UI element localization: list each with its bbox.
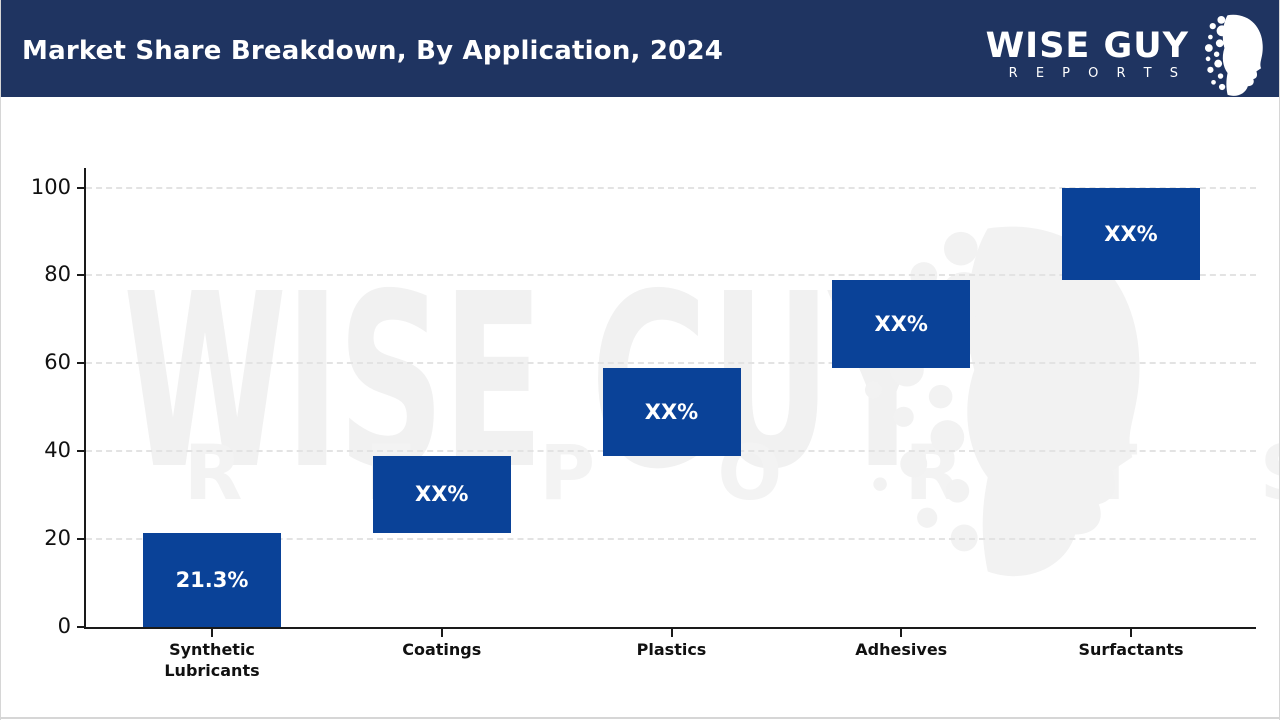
x-tick-label-1: Synthetic Lubricants bbox=[164, 640, 260, 680]
y-axis-tick bbox=[77, 538, 86, 541]
bar-value-label: XX% bbox=[874, 311, 928, 336]
y-axis-tick bbox=[77, 626, 86, 628]
bar-value-label: XX% bbox=[415, 482, 469, 507]
x-tick-label-4: Adhesives bbox=[855, 640, 948, 659]
x-tick-label-3: Plastics bbox=[636, 640, 707, 659]
y-tick-label: 0 bbox=[57, 614, 71, 638]
bar-value-label: XX% bbox=[1104, 221, 1158, 246]
bar-adhesives: XX% bbox=[832, 279, 971, 368]
y-axis-tick bbox=[77, 186, 86, 189]
gridline-y20 bbox=[86, 538, 1256, 541]
gridline-y80 bbox=[86, 274, 1256, 277]
x-axis-tick bbox=[670, 628, 673, 637]
y-axis-tick bbox=[77, 450, 86, 453]
page-title: Market Share Breakdown, By Application, … bbox=[22, 36, 724, 66]
y-axis-spine bbox=[84, 168, 86, 629]
y-tick-label: 40 bbox=[44, 438, 71, 463]
x-axis-tick bbox=[1130, 628, 1132, 637]
y-tick-label: 20 bbox=[44, 526, 71, 551]
bar-coatings: XX% bbox=[372, 455, 511, 534]
watermark-wordmark: WISE GUY bbox=[123, 242, 936, 522]
x-axis-tick bbox=[440, 628, 443, 637]
bar-value-label: XX% bbox=[644, 399, 699, 424]
gridline-y100 bbox=[86, 186, 1256, 189]
gridline-y60 bbox=[86, 362, 1256, 365]
y-tick-label: 100 bbox=[30, 174, 71, 199]
header-band: Market Share Breakdown, By Application, … bbox=[1, 0, 1279, 97]
bar-synthetic-lubricants: 21.3% bbox=[143, 533, 281, 627]
frame-border bbox=[1, 717, 1279, 719]
bar-value-label: 21.3% bbox=[175, 568, 249, 593]
x-axis-tick bbox=[900, 628, 903, 637]
logo-subtitle: R E P O R T S bbox=[1008, 66, 1185, 81]
x-tick-label-2: Coatings bbox=[402, 640, 482, 659]
y-tick-label: 60 bbox=[44, 350, 71, 375]
bar-surfactants: XX% bbox=[1062, 187, 1200, 280]
y-axis-tick bbox=[77, 362, 86, 365]
x-axis-spine bbox=[84, 627, 1256, 629]
x-axis-tick bbox=[211, 628, 213, 637]
logo-wordmark: WISE GUY bbox=[985, 26, 1189, 66]
y-axis-tick bbox=[77, 274, 86, 277]
x-tick-label-5: Surfactants bbox=[1078, 640, 1184, 659]
y-tick-label: 80 bbox=[44, 262, 71, 287]
wise-guy-reports-logo: WISE GUY R E P O R T S bbox=[986, 8, 1267, 96]
dotted-head-icon bbox=[1204, 14, 1263, 96]
bar-plastics: XX% bbox=[602, 367, 741, 456]
